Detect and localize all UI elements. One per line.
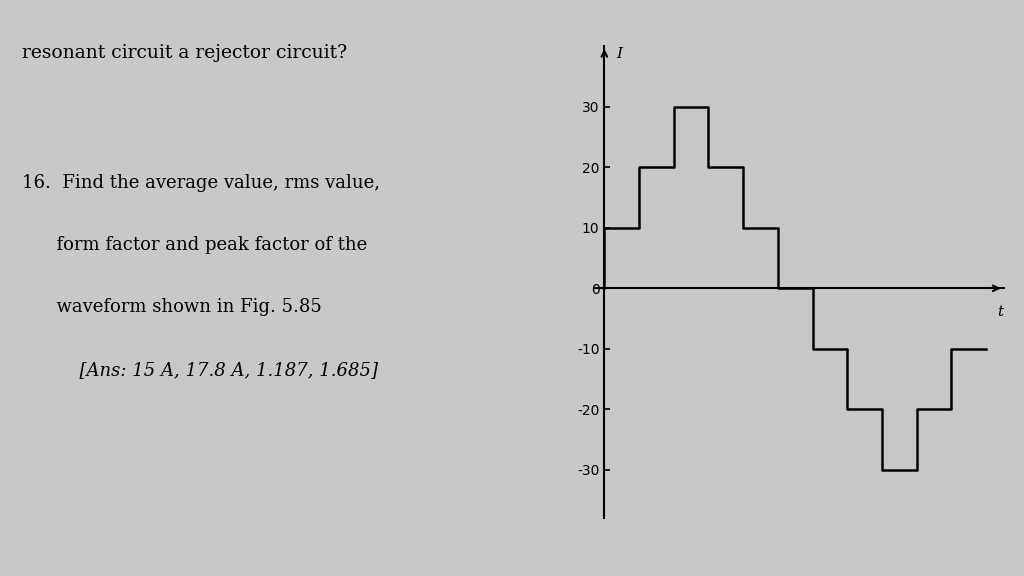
Text: 16.  Find the average value, rms value,: 16. Find the average value, rms value, xyxy=(22,174,380,192)
Text: resonant circuit a rejector circuit?: resonant circuit a rejector circuit? xyxy=(22,44,347,62)
Text: t: t xyxy=(997,305,1004,319)
Text: I: I xyxy=(616,47,623,61)
Text: [Ans: 15 A, 17.8 A, 1.187, 1.685]: [Ans: 15 A, 17.8 A, 1.187, 1.685] xyxy=(22,361,378,378)
Text: form factor and peak factor of the: form factor and peak factor of the xyxy=(22,236,367,254)
Text: waveform shown in Fig. 5.85: waveform shown in Fig. 5.85 xyxy=(22,298,322,316)
